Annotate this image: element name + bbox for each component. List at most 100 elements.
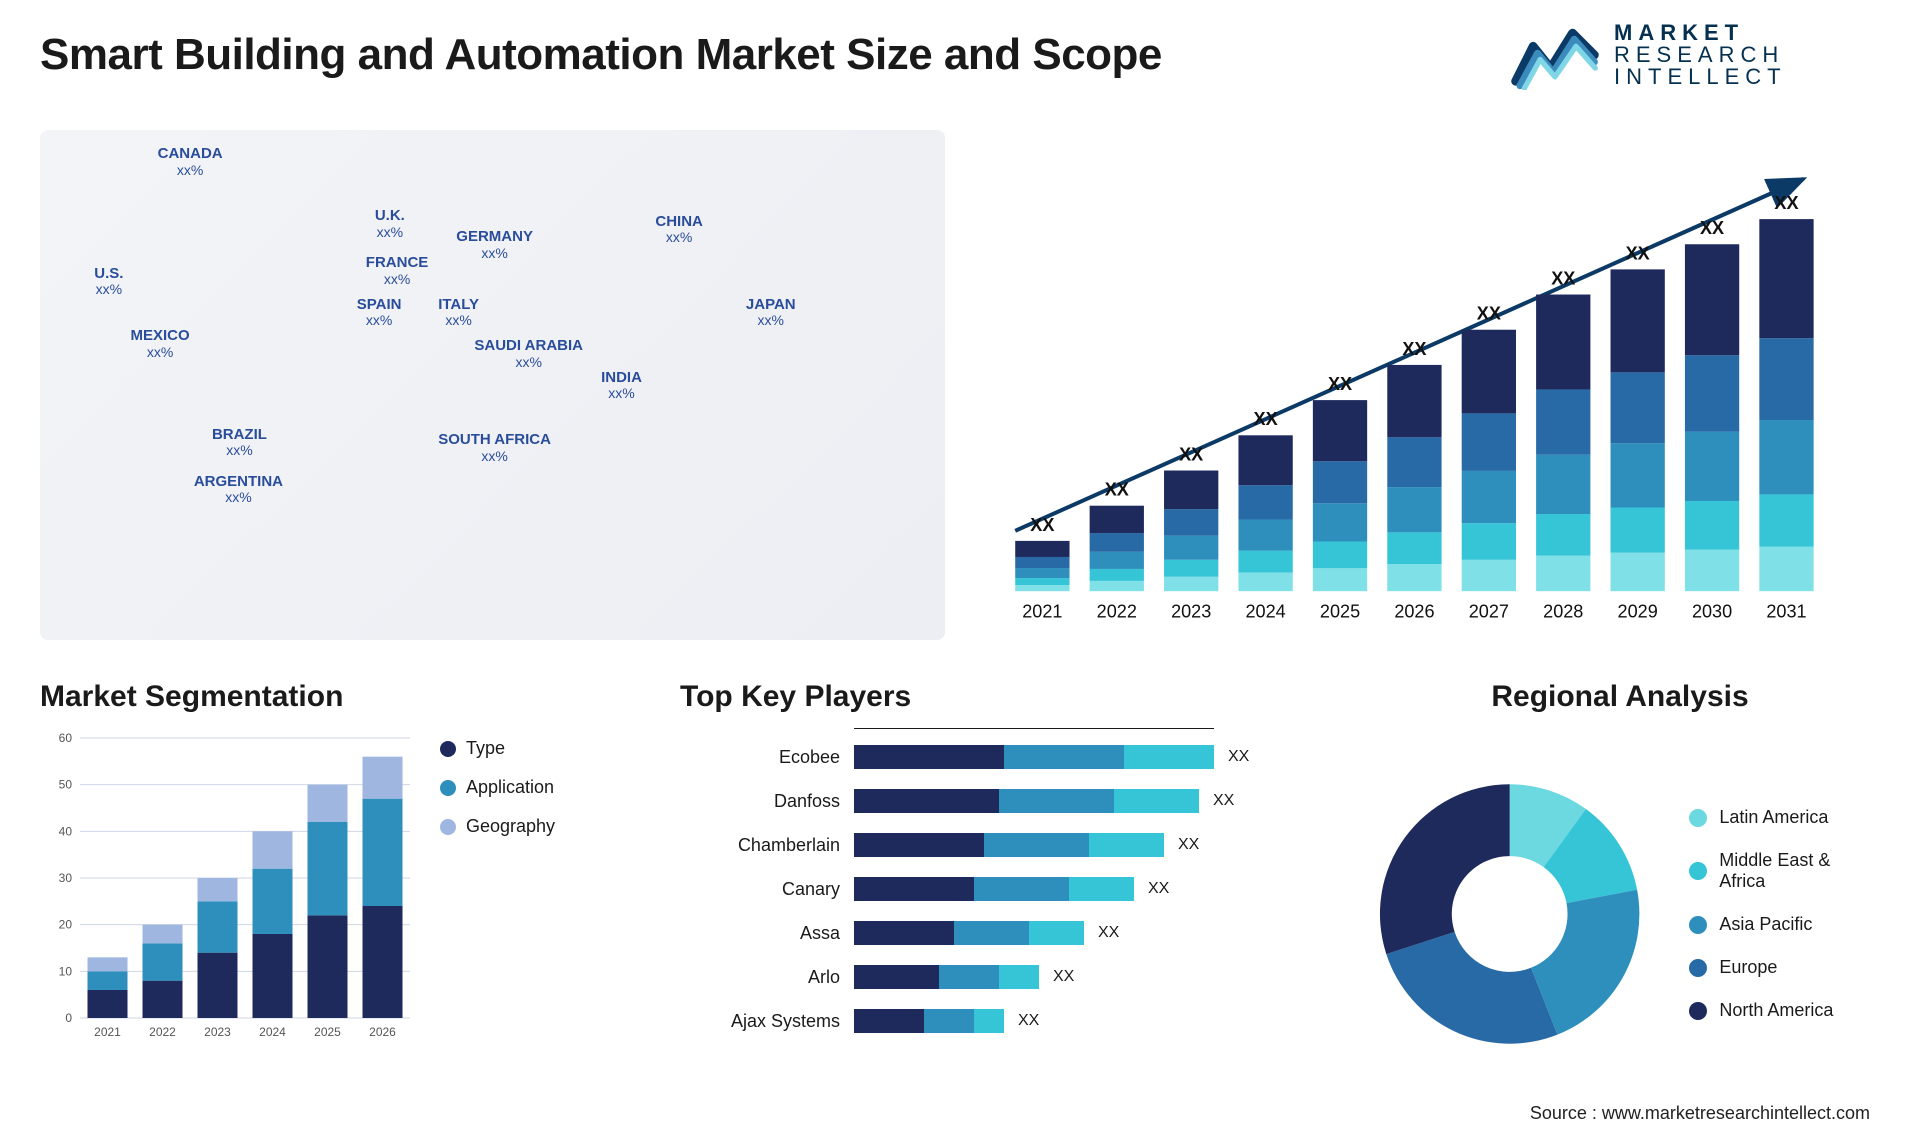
- key-player-bar: [854, 833, 1164, 857]
- logo-text-3: INTELLECT: [1614, 66, 1787, 88]
- growth-bar-chart: XX 2021 XX 2022 XX 2023 XX 2024 XX 2025 XX 2026 XX 20…: [975, 120, 1880, 640]
- svg-text:2026: 2026: [1394, 601, 1434, 621]
- svg-text:2023: 2023: [1171, 601, 1211, 621]
- key-player-value: XX: [1213, 792, 1234, 810]
- svg-text:2025: 2025: [314, 1025, 341, 1039]
- regional-legend-item: Latin America: [1689, 807, 1880, 828]
- svg-text:2027: 2027: [1469, 601, 1509, 621]
- source-attribution: Source : www.marketresearchintellect.com: [1530, 1103, 1870, 1124]
- map-label: BRAZILxx%: [212, 427, 267, 459]
- svg-text:2030: 2030: [1692, 601, 1732, 621]
- key-player-row: Chamberlain XX: [680, 823, 1320, 867]
- svg-text:60: 60: [59, 731, 73, 745]
- map-label: CHINAxx%: [655, 214, 703, 246]
- key-player-row: Ajax Systems XX: [680, 999, 1320, 1043]
- map-label: ITALYxx%: [438, 297, 479, 329]
- key-player-bar: [854, 1009, 1004, 1033]
- regional-legend-item: North America: [1689, 1000, 1880, 1021]
- map-label: U.K.xx%: [375, 208, 405, 240]
- svg-text:10: 10: [59, 964, 73, 978]
- map-label: ARGENTINAxx%: [194, 474, 283, 506]
- brand-logo: MARKET RESEARCH INTELLECT: [1510, 20, 1870, 90]
- world-map-chart: CANADAxx% U.S.xx% MEXICOxx% BRAZILxx% ARGENT…: [40, 120, 945, 640]
- svg-text:50: 50: [59, 778, 73, 792]
- svg-text:XX: XX: [1402, 339, 1426, 359]
- key-player-name: Chamberlain: [680, 835, 854, 856]
- map-label: GERMANYxx%: [456, 229, 533, 261]
- key-player-row: Ecobee XX: [680, 735, 1320, 779]
- svg-text:2028: 2028: [1543, 601, 1583, 621]
- segmentation-legend-item: Application: [440, 777, 555, 798]
- map-label: MEXICOxx%: [131, 328, 190, 360]
- key-player-value: XX: [1178, 836, 1199, 854]
- segmentation-legend-item: Type: [440, 738, 555, 759]
- svg-text:2025: 2025: [1320, 601, 1360, 621]
- svg-text:40: 40: [59, 824, 73, 838]
- logo-text-1: MARKET: [1614, 22, 1787, 44]
- logo-text-2: RESEARCH: [1614, 44, 1787, 66]
- svg-text:XX: XX: [1030, 515, 1054, 535]
- key-players-chart: EcobeeXXDanfossXXChamberlainXXCanaryXXAs…: [680, 728, 1320, 1043]
- svg-text:2029: 2029: [1618, 601, 1658, 621]
- key-player-name: Arlo: [680, 967, 854, 988]
- key-player-value: XX: [1148, 880, 1169, 898]
- svg-text:0: 0: [65, 1011, 72, 1025]
- segmentation-legend-item: Geography: [440, 816, 555, 837]
- key-player-row: ArloXX: [680, 955, 1320, 999]
- regional-legend-item: Asia Pacific: [1689, 914, 1880, 935]
- map-label: FRANCExx%: [366, 255, 429, 287]
- svg-text:2021: 2021: [1022, 601, 1062, 621]
- svg-text:20: 20: [59, 918, 73, 932]
- segmentation-legend: Type Application Geography: [440, 728, 555, 1100]
- map-label: SOUTH AFRICAxx%: [438, 432, 551, 464]
- logo-mark-icon: [1510, 20, 1600, 90]
- svg-text:2023: 2023: [204, 1025, 231, 1039]
- segmentation-title: Market Segmentation: [40, 680, 640, 714]
- map-label: U.S.xx%: [94, 266, 123, 298]
- svg-text:XX: XX: [1254, 409, 1278, 429]
- key-player-name: Ajax Systems: [680, 1011, 854, 1032]
- svg-text:XX: XX: [1477, 304, 1501, 324]
- key-player-name: Canary: [680, 879, 854, 900]
- key-players-title: Top Key Players: [680, 680, 1320, 714]
- key-player-value: XX: [1228, 748, 1249, 766]
- key-player-bar: [854, 965, 1039, 989]
- svg-text:XX: XX: [1774, 193, 1798, 213]
- key-player-row: Canary XX: [680, 867, 1320, 911]
- key-player-name: Assa: [680, 923, 854, 944]
- svg-text:2022: 2022: [1097, 601, 1137, 621]
- svg-text:XX: XX: [1328, 374, 1352, 394]
- svg-text:2026: 2026: [369, 1025, 396, 1039]
- svg-text:2024: 2024: [1245, 601, 1285, 621]
- svg-text:30: 30: [59, 871, 73, 885]
- map-label: SPAINxx%: [357, 297, 402, 329]
- key-player-bar: [854, 745, 1214, 769]
- svg-text:2024: 2024: [259, 1025, 286, 1039]
- svg-text:XX: XX: [1551, 268, 1575, 288]
- segmentation-chart: 0 10 20 30 40 50 60 2021 2022 2023 2024 2025 2026: [40, 728, 420, 1048]
- regional-legend-item: Europe: [1689, 957, 1880, 978]
- svg-text:2021: 2021: [94, 1025, 121, 1039]
- key-player-row: Assa XX: [680, 911, 1320, 955]
- key-player-value: XX: [1098, 924, 1119, 942]
- regional-legend-item: Middle East & Africa: [1689, 850, 1880, 892]
- map-label: SAUDI ARABIAxx%: [474, 338, 583, 370]
- regional-legend: Latin America Middle East & Africa Asia Pa…: [1689, 807, 1880, 1021]
- key-player-value: XX: [1018, 1012, 1039, 1030]
- svg-text:XX: XX: [1700, 218, 1724, 238]
- map-label: CANADAxx%: [158, 146, 223, 178]
- map-label: JAPANxx%: [746, 297, 796, 329]
- svg-text:XX: XX: [1179, 444, 1203, 464]
- key-player-name: Danfoss: [680, 791, 854, 812]
- map-label: INDIAxx%: [601, 370, 642, 402]
- key-player-row: Danfoss XX: [680, 779, 1320, 823]
- key-player-bar: [854, 789, 1199, 813]
- svg-text:2022: 2022: [149, 1025, 176, 1039]
- regional-donut-chart: [1360, 764, 1659, 1064]
- key-player-bar: [854, 877, 1134, 901]
- svg-text:XX: XX: [1626, 243, 1650, 263]
- key-player-name: Ecobee: [680, 747, 854, 768]
- svg-text:XX: XX: [1105, 480, 1129, 500]
- key-player-bar: [854, 921, 1084, 945]
- regional-title: Regional Analysis: [1360, 680, 1880, 714]
